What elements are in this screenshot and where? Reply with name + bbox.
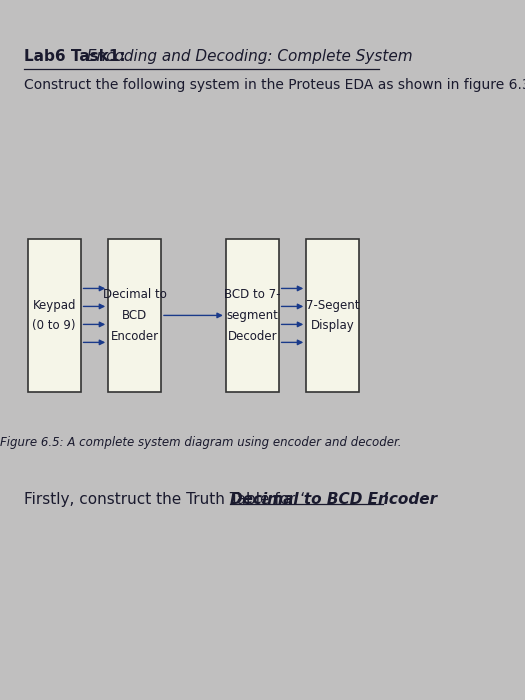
Text: Decimal to BCD Encoder: Decimal to BCD Encoder (230, 492, 438, 507)
Text: BCD to 7-: BCD to 7- (224, 288, 280, 301)
Text: BCD: BCD (122, 309, 147, 322)
Text: segment: segment (226, 309, 278, 322)
Text: Display: Display (311, 319, 354, 332)
Text: 7-Segent: 7-Segent (306, 298, 360, 312)
FancyBboxPatch shape (28, 239, 81, 391)
Text: Encoder: Encoder (110, 330, 159, 343)
FancyBboxPatch shape (306, 239, 359, 391)
Text: Decoder: Decoder (227, 330, 277, 343)
Text: Lab6 Task1:: Lab6 Task1: (24, 49, 125, 64)
Text: Construct the following system in the Proteus EDA as shown in figure 6.3.: Construct the following system in the Pr… (24, 78, 525, 92)
Text: Keypad: Keypad (33, 298, 76, 312)
Text: (0 to 9): (0 to 9) (33, 319, 76, 332)
Text: Decimal to: Decimal to (102, 288, 166, 301)
Text: Figure 6.5: A complete system diagram using encoder and decoder.: Figure 6.5: A complete system diagram us… (0, 437, 401, 449)
FancyBboxPatch shape (108, 239, 161, 391)
FancyBboxPatch shape (226, 239, 279, 391)
Text: Firstly, construct the Truth Table for ‘: Firstly, construct the Truth Table for ‘ (24, 492, 305, 507)
Text: Encoding and Decoding: Complete System: Encoding and Decoding: Complete System (82, 49, 413, 64)
Text: ’: ’ (383, 492, 388, 507)
